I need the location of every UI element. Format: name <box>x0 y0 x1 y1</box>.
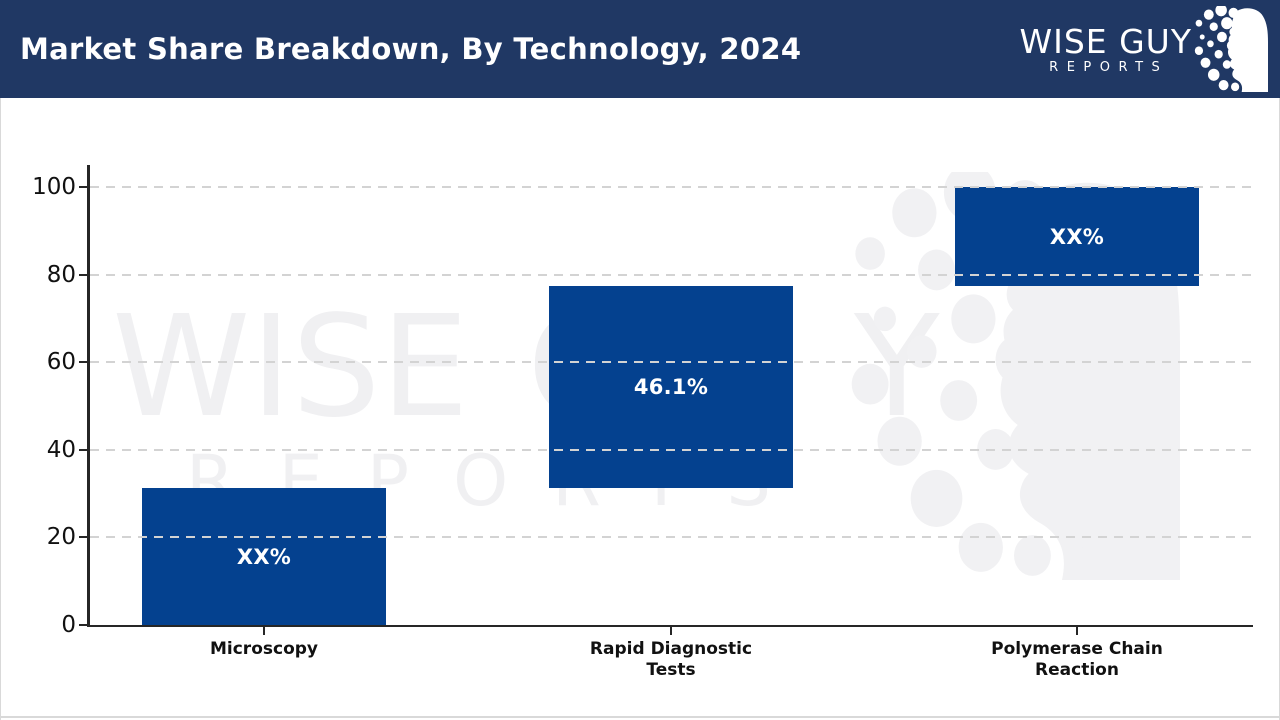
y-tick-label-40: 40 <box>46 436 76 463</box>
category-label-microscopy: Microscopy <box>209 639 318 659</box>
left-border <box>0 98 1 720</box>
watermark-word-wise: WISE <box>112 286 470 449</box>
bar-value-label: XX% <box>236 544 292 569</box>
x-tick-polymerase-chain-reaction <box>1075 627 1079 635</box>
brand-face-icon <box>1194 6 1268 92</box>
gridline-y-40 <box>90 448 1253 451</box>
gridline-y-100 <box>90 186 1253 188</box>
bar-value-label: 46.1% <box>633 375 709 400</box>
y-tick-100 <box>79 186 87 188</box>
y-tick-label-100: 100 <box>32 174 76 200</box>
bar-value-label: XX% <box>1049 224 1105 249</box>
y-tick-40 <box>79 448 87 451</box>
brand-logo: WISE GUY REPORTS <box>1019 6 1268 92</box>
y-tick-20 <box>79 536 87 539</box>
gridline-y-60 <box>90 361 1253 364</box>
y-tick-0 <box>79 624 87 626</box>
y-tick-label-60: 60 <box>46 349 76 376</box>
y-tick-label-20: 20 <box>46 524 76 551</box>
y-tick-80 <box>79 273 87 276</box>
gridline-y-20 <box>90 536 1253 539</box>
bottom-border <box>0 716 1280 718</box>
brand-logo-text: WISE GUY REPORTS <box>1019 25 1192 74</box>
brand-name: WISE GUY <box>1019 21 1192 61</box>
x-tick-microscopy <box>262 627 266 635</box>
category-label-polymerase-chain-reaction: Polymerase Chain Reaction <box>991 639 1163 681</box>
category-label-rapid-diagnostic-tests: Rapid Diagnostic Tests <box>589 639 753 681</box>
y-tick-label-0: 0 <box>61 612 76 638</box>
gridline-y-80 <box>90 273 1253 276</box>
bar-microscopy: XX% <box>142 488 386 625</box>
x-tick-rapid-diagnostic-tests <box>669 627 673 635</box>
chart-title: Market Share Breakdown, By Technology, 2… <box>20 32 802 66</box>
x-axis-line <box>87 624 1253 627</box>
bar-polymerase-chain-reaction: XX% <box>955 187 1199 287</box>
y-tick-60 <box>79 361 87 364</box>
bar-rapid-diagnostic-tests: 46.1% <box>549 286 793 489</box>
brand-subtitle: REPORTS <box>1049 59 1169 75</box>
header-bar: Market Share Breakdown, By Technology, 2… <box>0 0 1280 98</box>
y-axis-line <box>87 165 90 627</box>
y-tick-label-80: 80 <box>46 261 76 288</box>
